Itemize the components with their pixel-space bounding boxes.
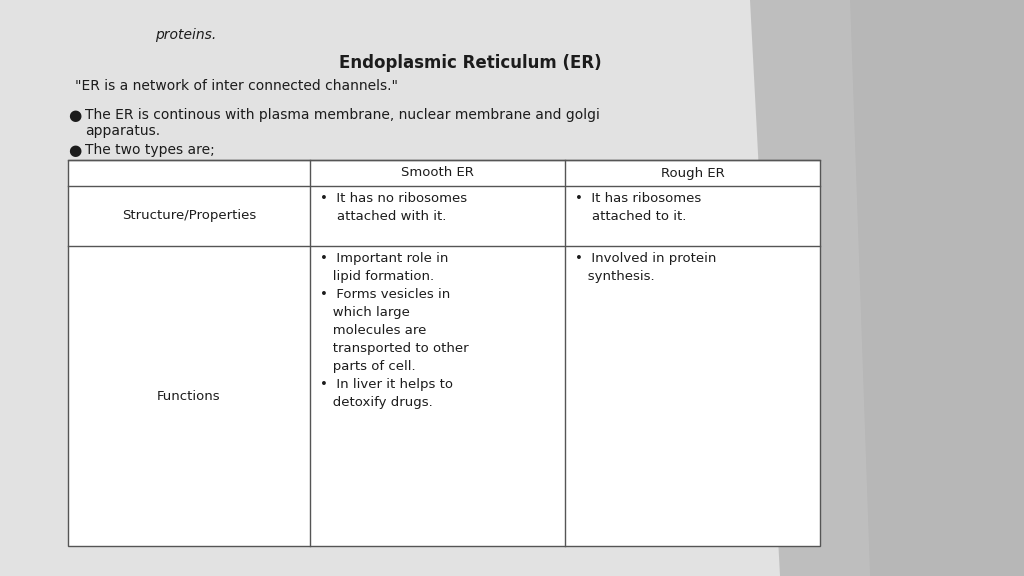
Text: "ER is a network of inter connected channels.": "ER is a network of inter connected chan… [75,79,398,93]
Bar [68,160,820,546]
Text: •  It has ribosomes
    attached to it.: • It has ribosomes attached to it. [575,192,701,223]
Text: Rough ER: Rough ER [660,166,724,180]
Text: ●: ● [68,143,81,158]
Text: Smooth ER: Smooth ER [401,166,474,180]
Text: •  Important role in
   lipid formation.
•  Forms vesicles in
   which large
   : • Important role in lipid formation. • F… [319,252,469,409]
Text: proteins.: proteins. [155,28,216,42]
Polygon shape [0,0,870,576]
Text: The two types are;: The two types are; [85,143,215,157]
Text: •  It has no ribosomes
    attached with it.: • It has no ribosomes attached with it. [319,192,467,223]
Polygon shape [750,0,1024,576]
Text: Functions: Functions [158,389,221,403]
Text: •  Involved in protein
   synthesis.: • Involved in protein synthesis. [575,252,717,283]
Text: Structure/Properties: Structure/Properties [122,210,256,222]
Text: The ER is continous with plasma membrane, nuclear membrane and golgi: The ER is continous with plasma membrane… [85,108,600,122]
Text: ●: ● [68,108,81,123]
Text: Endoplasmic Reticulum (ER): Endoplasmic Reticulum (ER) [339,54,601,72]
Text: apparatus.: apparatus. [85,124,160,138]
